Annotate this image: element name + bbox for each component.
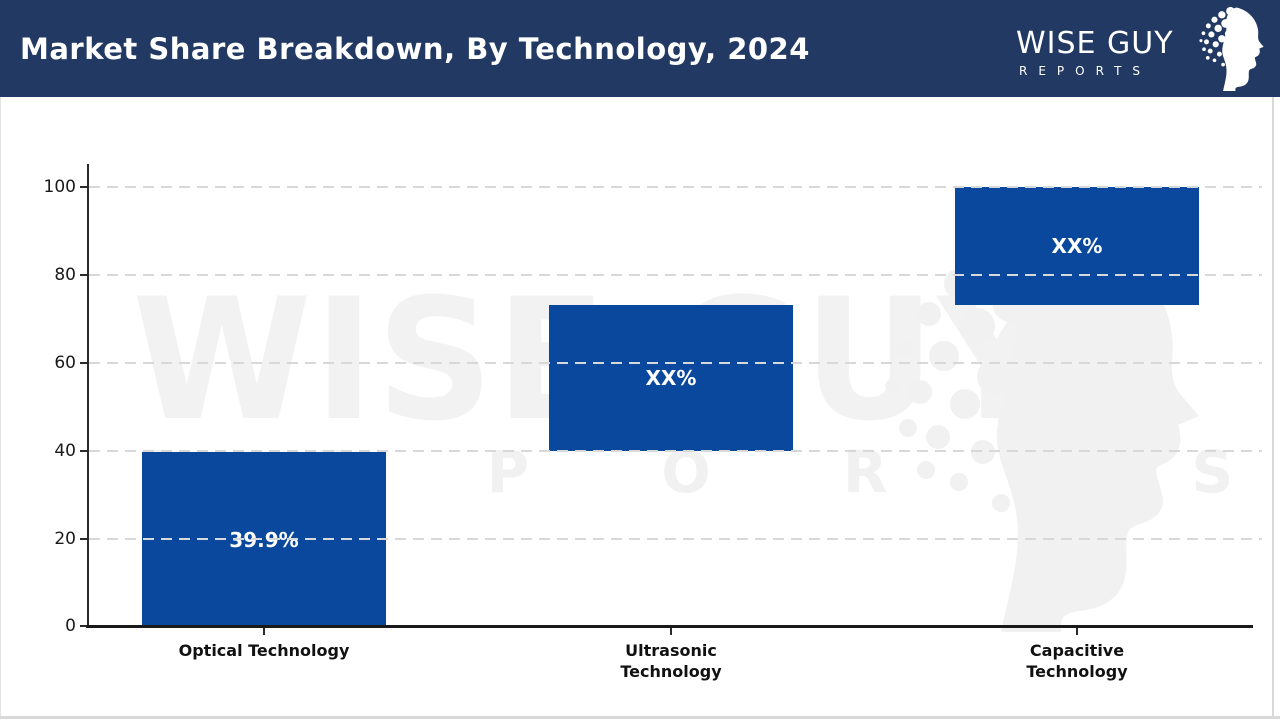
x-axis-line	[86, 625, 1253, 628]
x-tick-label-capacitive: Capacitive Technology	[1026, 641, 1128, 681]
x-tick-label-ultrasonic: Ultrasonic Technology	[620, 641, 722, 681]
y-tick	[80, 362, 87, 364]
x-tick	[1076, 628, 1078, 635]
frame-border-left	[0, 97, 1, 717]
y-tick-label: 80	[54, 265, 76, 285]
y-axis-line	[87, 164, 89, 628]
bar-value-label: XX%	[645, 366, 697, 390]
y-tick-label: 20	[54, 529, 76, 549]
frame-border-bottom	[0, 716, 1280, 719]
y-tick-label: 40	[54, 441, 76, 461]
y-tick-label: 60	[54, 353, 76, 373]
dotted-head-icon	[1199, 6, 1264, 91]
bar-ultrasonic-technology: XX%	[549, 305, 793, 451]
logo-wordmark: WISE GUY	[1016, 26, 1174, 61]
x-tick	[670, 628, 672, 635]
logo-subtitle: REPORTS	[1019, 64, 1152, 78]
gridline-60	[89, 362, 1262, 364]
y-tick	[80, 538, 87, 540]
y-tick-label: 100	[43, 177, 76, 197]
gridline-20	[89, 538, 1262, 540]
gridline-100	[89, 186, 1262, 188]
gridline-80	[89, 274, 1262, 276]
header: Market Share Breakdown, By Technology, 2…	[0, 0, 1280, 97]
x-tick	[263, 628, 265, 635]
wise-guy-reports-logo: WISE GUY REPORTS	[1016, 5, 1268, 93]
frame-border-right	[1272, 97, 1274, 717]
page-title: Market Share Breakdown, By Technology, 2…	[20, 31, 810, 66]
gridline-40	[89, 450, 1262, 452]
bar-value-label: XX%	[1051, 234, 1103, 258]
bar-capacitive-technology: XX%	[955, 187, 1199, 305]
y-tick-label: 0	[65, 616, 76, 636]
y-tick	[80, 625, 87, 627]
x-tick-label-optical: Optical Technology	[178, 641, 350, 660]
y-tick	[80, 274, 87, 276]
y-tick	[80, 186, 87, 188]
y-tick	[80, 450, 87, 452]
